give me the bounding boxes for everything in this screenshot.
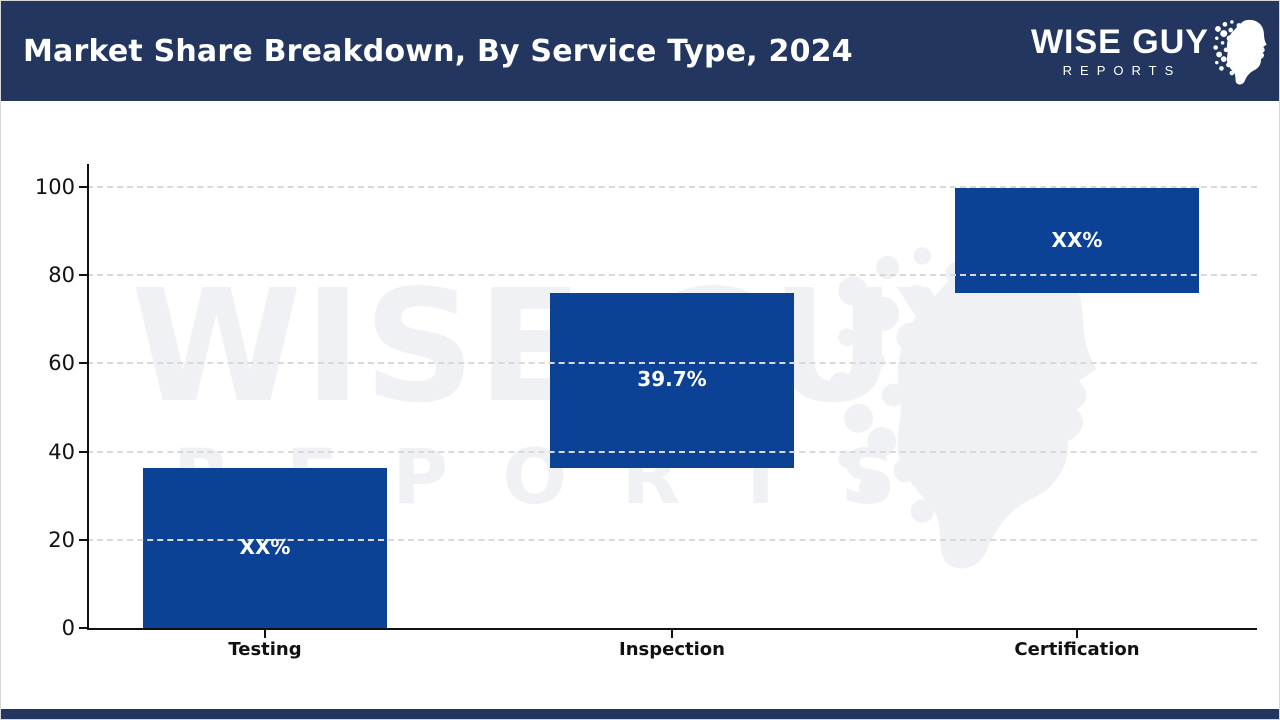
page-title: Market Share Breakdown, By Service Type,…: [23, 33, 853, 69]
header: Market Share Breakdown, By Service Type,…: [1, 1, 1279, 101]
gridline: [87, 186, 1257, 188]
y-tick-mark: [79, 538, 87, 541]
brand-name: WISE GUY: [1030, 22, 1209, 61]
gridline: [87, 274, 1257, 277]
y-tick-mark: [79, 186, 87, 188]
brand-logo: WISE GUY REPORTS: [1031, 9, 1269, 93]
brand-subtitle: REPORTS: [1062, 62, 1182, 78]
y-tick-label: 0: [61, 616, 75, 640]
x-tick-mark: [264, 630, 266, 638]
x-tick-mark: [1076, 630, 1078, 638]
bar-segment: [550, 292, 794, 468]
y-axis-line: [87, 164, 89, 630]
gridline: [87, 450, 1257, 453]
gridline: [87, 538, 1257, 541]
y-tick-label: 60: [48, 351, 75, 376]
gridline: [87, 362, 1257, 365]
y-tick-mark: [79, 274, 87, 277]
bar-segment: [143, 467, 387, 628]
x-category-label: Testing: [228, 639, 302, 660]
bar-value-label: 39.7%: [637, 367, 707, 392]
footer-bar: [1, 709, 1279, 719]
x-category-label: Certification: [1014, 639, 1140, 660]
bar-value-label: XX%: [1051, 227, 1103, 252]
brand-logo-text: WISE GUY REPORTS: [1031, 25, 1209, 78]
y-tick-mark: [79, 450, 87, 453]
y-tick-mark: [79, 627, 87, 629]
x-axis-line: [87, 628, 1257, 630]
brand-head-icon: [1213, 19, 1267, 85]
y-tick-label: 80: [48, 263, 75, 288]
bar-value-label: XX%: [239, 534, 291, 559]
y-tick-label: 20: [48, 527, 75, 552]
x-tick-mark: [671, 630, 673, 638]
y-tick-label: 100: [34, 175, 75, 199]
y-tick-mark: [79, 362, 87, 365]
x-category-label: Inspection: [619, 639, 725, 660]
y-tick-label: 40: [48, 439, 75, 464]
